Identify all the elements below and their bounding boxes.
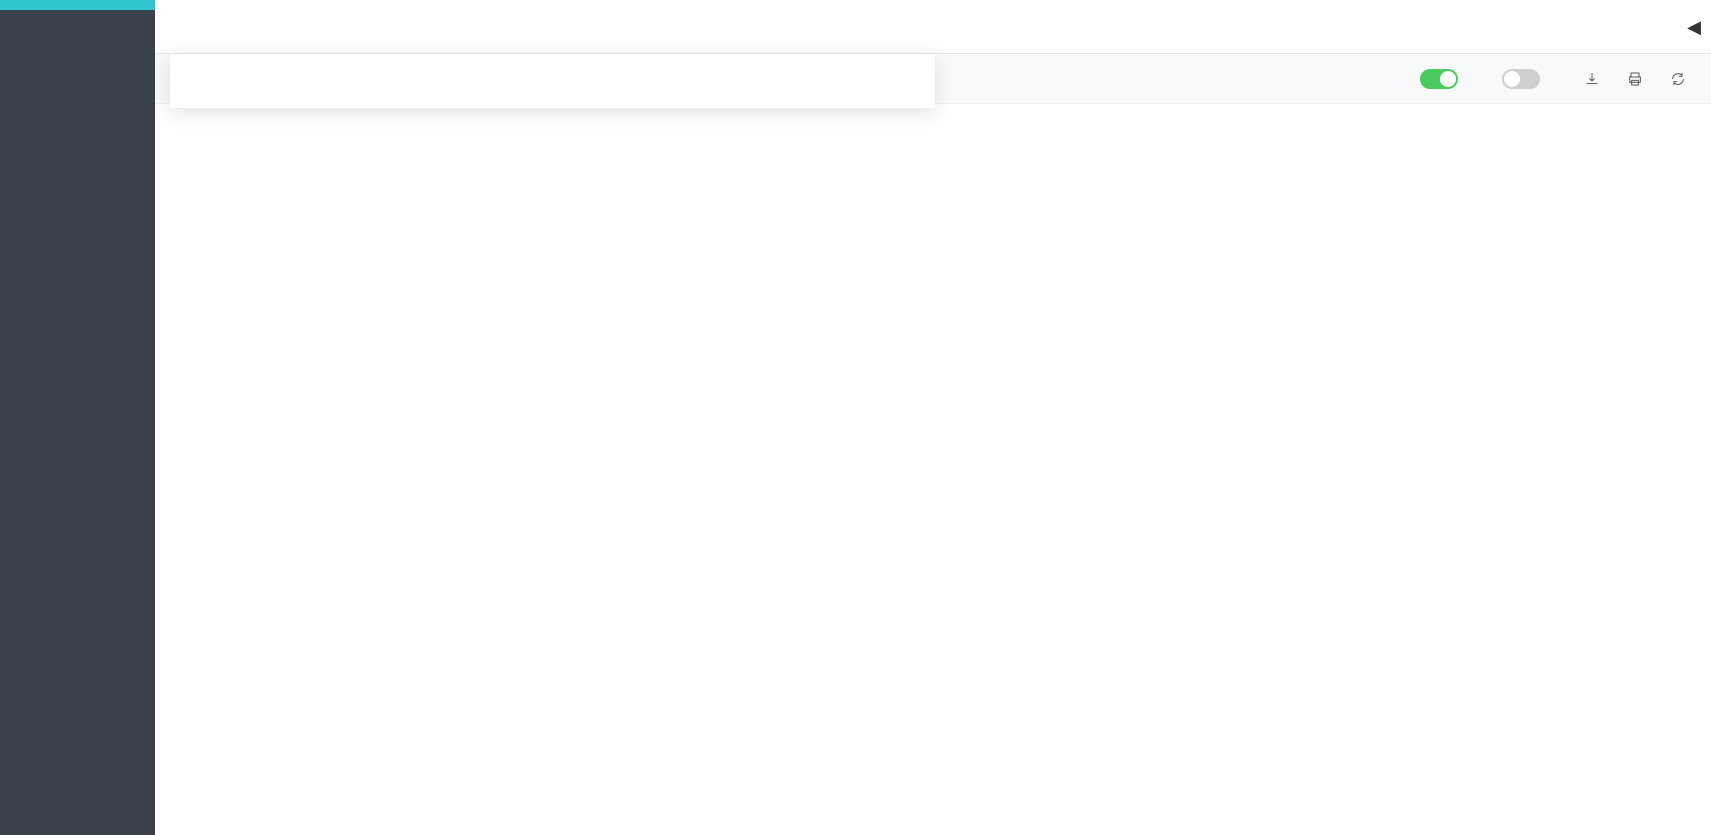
tabs-bar: ◀ bbox=[155, 0, 1711, 54]
chart-area bbox=[155, 104, 1711, 254]
line-chart bbox=[155, 104, 455, 254]
include-external-switch[interactable] bbox=[1502, 69, 1540, 89]
sidebar bbox=[0, 0, 155, 835]
print-button[interactable] bbox=[1627, 71, 1648, 87]
chart-toggle-switch[interactable] bbox=[1420, 69, 1458, 89]
sidebar-brand-strip bbox=[0, 0, 155, 10]
main-area: ◀ bbox=[155, 0, 1711, 835]
report-mega-menu bbox=[170, 54, 935, 108]
refresh-button[interactable] bbox=[1670, 71, 1691, 87]
download-button[interactable] bbox=[1584, 71, 1605, 87]
tabs-scroll-left-icon[interactable]: ◀ bbox=[1687, 0, 1701, 54]
